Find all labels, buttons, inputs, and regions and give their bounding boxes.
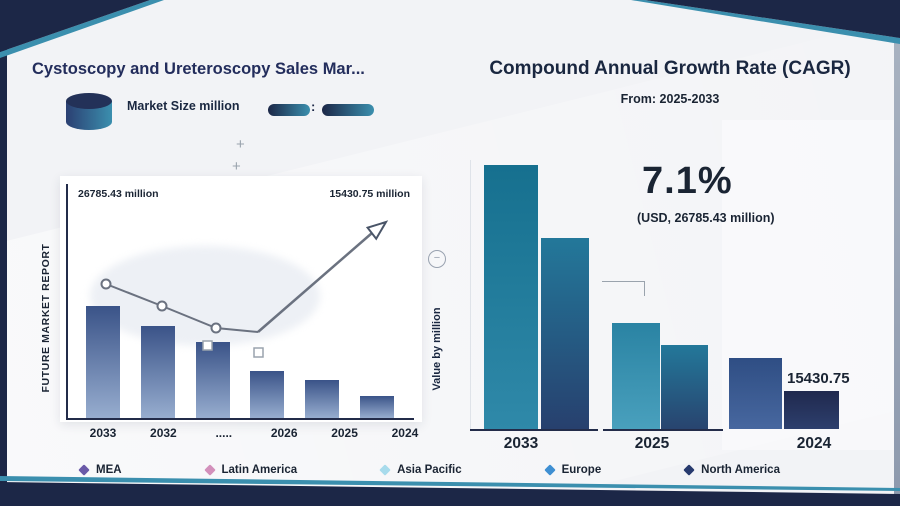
cylinder-icon: [66, 93, 112, 130]
right-chart-bar: [484, 165, 538, 429]
legend-label: MEA: [96, 464, 122, 476]
left-chart-x-label: 2024: [391, 426, 419, 440]
corner-shape-top-left: [0, 0, 150, 52]
right-edge-strip: [894, 0, 900, 506]
right-panel-title: Compound Annual Growth Rate (CAGR): [489, 58, 851, 79]
region-legend: MEA Latin America Asia Pacific Europe North …: [78, 464, 780, 476]
legend-diamond-icon: [203, 464, 216, 476]
left-edge-strip: [0, 0, 7, 506]
left-chart-end-value-label: 15430.75 million: [329, 188, 410, 200]
cloud-background-shape: [90, 246, 320, 346]
left-chart-bar: [86, 306, 120, 418]
legend-item: Latin America: [203, 464, 298, 476]
right-chart-bar: [612, 323, 660, 429]
legend-diamond-icon: [379, 464, 391, 476]
right-chart-bar: [729, 358, 782, 429]
left-chart-bar: [359, 396, 394, 418]
right-chart-bar: [661, 345, 708, 429]
left-chart-x-labels: 2033 2032..... 2026 2025 2024: [72, 426, 436, 440]
left-chart-x-label: 2033: [89, 426, 117, 440]
left-panel-title: Cystoscopy and Ureteroscopy Sales Mar...: [32, 60, 365, 78]
gradient-pill-left: [268, 104, 310, 116]
plus-decoration-icon: +: [232, 158, 241, 175]
trend-line-arrow: [100, 220, 389, 358]
legend-item: Asia Pacific: [379, 464, 462, 476]
right-chart-baseline-2: [603, 429, 723, 431]
legend-label: North America: [701, 464, 780, 476]
right-chart-bar: [784, 391, 839, 429]
legend-item: North America: [683, 464, 780, 476]
legend-diamond-icon: [543, 464, 556, 476]
cagr-note: (USD, 26785.43 million): [637, 211, 775, 225]
left-chart-y-axis: [66, 184, 68, 420]
plus-decoration-icon: +: [236, 136, 245, 153]
legend-item: Europe: [543, 464, 602, 476]
right-chart-axis-guide: [470, 160, 471, 429]
cagr-value: 7.1%: [642, 160, 733, 202]
gradient-pill-right: [322, 104, 374, 116]
legend-diamond-icon: [78, 464, 90, 476]
market-size-legend-label: Market Size million: [127, 99, 240, 113]
left-chart-bars: [72, 306, 408, 418]
legend-label: Asia Pacific: [397, 464, 462, 476]
legend-label: Europe: [561, 464, 602, 476]
left-chart-bar: [250, 370, 285, 418]
right-chart-data-label: 15430.75: [787, 370, 850, 387]
right-chart-x-label: 2033: [503, 435, 539, 452]
left-chart-x-label: 2032: [150, 426, 177, 440]
left-chart-x-axis: [66, 418, 414, 420]
legend-diamond-icon: [683, 464, 695, 476]
watermark-side-label: FUTURE MARKET REPORT: [40, 243, 52, 393]
right-chart-x-label: 2024: [796, 435, 832, 452]
right-chart-x-label: 2025: [634, 435, 670, 452]
right-chart-bar: [541, 237, 589, 429]
left-chart-x-label: .....: [215, 426, 233, 440]
left-chart-max-value-label: 26785.43 million: [78, 188, 159, 200]
value-axis-label: Value by million: [431, 307, 443, 391]
right-panel-subtitle: From: 2025-2033: [620, 92, 720, 106]
left-chart-card: 26785.43 million 15430.75 million: [60, 176, 422, 422]
left-chart-bar: [305, 379, 340, 418]
left-chart-x-label: 2025: [331, 426, 358, 440]
minus-circle-icon: −: [428, 250, 446, 268]
legend-item: MEA: [78, 464, 122, 476]
left-chart-x-label: 2026: [270, 426, 298, 440]
left-chart-bar: [195, 341, 230, 418]
legend-label: Latin America: [221, 464, 298, 476]
step-line-decoration: [602, 281, 645, 296]
pill-separator: :: [311, 99, 316, 114]
right-chart-baseline-1: [470, 429, 598, 431]
left-chart-bar: [140, 325, 175, 418]
